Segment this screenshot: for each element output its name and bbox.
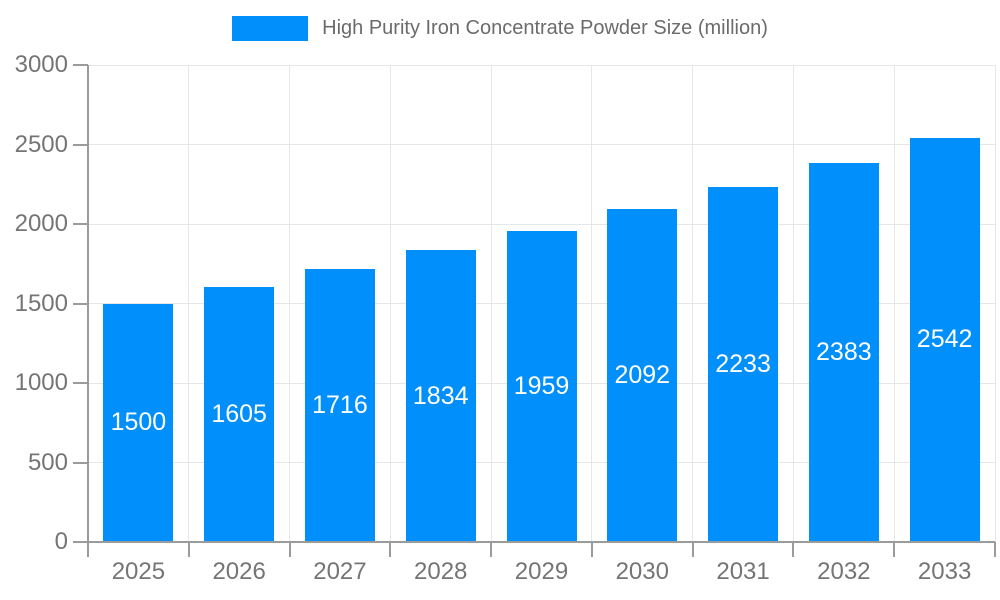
x-axis-tick [288,542,291,557]
bar-value-label: 2383 [816,338,872,367]
bar-2026[interactable]: 1605 [204,286,275,542]
x-axis-label: 2029 [514,558,569,585]
gridline-vertical [792,65,794,542]
bar-2033[interactable]: 2542 [909,137,980,542]
x-axis-tick [994,542,996,557]
y-axis-tick [73,143,88,146]
y-axis-label: 1000 [14,369,68,396]
y-axis-tick [73,382,88,384]
bar-2031[interactable]: 2233 [708,186,779,542]
y-axis-label: 2000 [14,210,68,237]
plot-area: 1500 1605 1716 1834 1959 2092 2233 2383 2542 [73,64,996,557]
bar-value-label: 1716 [312,391,368,420]
gridline-vertical [188,65,190,542]
x-axis-label: 2031 [716,558,770,585]
gridline-vertical [389,65,391,542]
y-axis-label: 0 [54,528,68,555]
bar-value-label: 2233 [715,349,771,378]
y-axis-labels: 0 500 1000 1500 2000 2500 3000 [0,53,88,554]
x-axis-label: 2033 [917,558,972,585]
bar-value-label: 1605 [211,399,267,428]
gridline-horizontal [88,223,995,225]
x-axis-label: 2026 [212,558,266,585]
y-axis-line [87,65,89,542]
y-axis-tick [73,302,88,305]
gridline-vertical [893,65,895,542]
gridline-horizontal [88,144,995,145]
legend-swatch-icon [232,16,309,41]
bar-2028[interactable]: 1834 [405,250,476,542]
bar-value-label: 2092 [614,361,671,390]
gridline-vertical [692,65,694,542]
x-axis-tick [691,542,694,557]
bar-2029[interactable]: 1959 [506,230,577,542]
legend-label: High Purity Iron Concentrate Powder Size… [322,17,768,39]
x-axis-label: 2025 [111,558,166,585]
chart-legend[interactable]: High Purity Iron Concentrate Powder Size… [0,16,1000,41]
x-axis-tick [590,542,593,557]
bar-2030[interactable]: 2092 [607,209,678,542]
y-axis-label: 2500 [14,130,68,158]
bar-value-label: 1834 [412,381,469,410]
gridline-vertical [289,65,291,542]
x-axis-tick [490,542,493,557]
x-axis-tick [893,542,896,557]
x-axis-line [73,541,995,543]
bar-value-label: 1959 [513,371,570,400]
y-axis-label: 1500 [14,289,68,317]
x-axis-tick [792,542,795,557]
gridline-vertical [591,65,593,542]
y-axis-tick [73,223,88,225]
x-axis-tick [389,542,392,557]
x-axis-tick [187,542,190,557]
x-axis-label: 2028 [414,558,468,585]
x-axis-label: 2030 [615,558,669,585]
bar-2025[interactable]: 1500 [103,303,174,542]
x-axis-label: 2027 [313,558,367,585]
bar-value-label: 2542 [916,325,973,354]
gridline-horizontal [88,64,995,66]
x-axis-label: 2032 [817,558,871,585]
x-axis-tick [87,542,89,557]
y-axis-tick [73,64,88,66]
x-axis-labels: 2025 2026 2027 2028 2029 2030 2031 2032 2033 [88,560,995,590]
bar-2027[interactable]: 1716 [304,269,375,542]
bar-value-label: 1500 [110,408,167,437]
gridline-vertical [490,65,492,542]
y-axis-label: 500 [27,448,68,476]
y-axis-label: 3000 [14,51,68,78]
gridline-vertical [994,65,996,542]
bar-2032[interactable]: 2383 [808,163,879,542]
y-axis-tick [73,461,88,464]
